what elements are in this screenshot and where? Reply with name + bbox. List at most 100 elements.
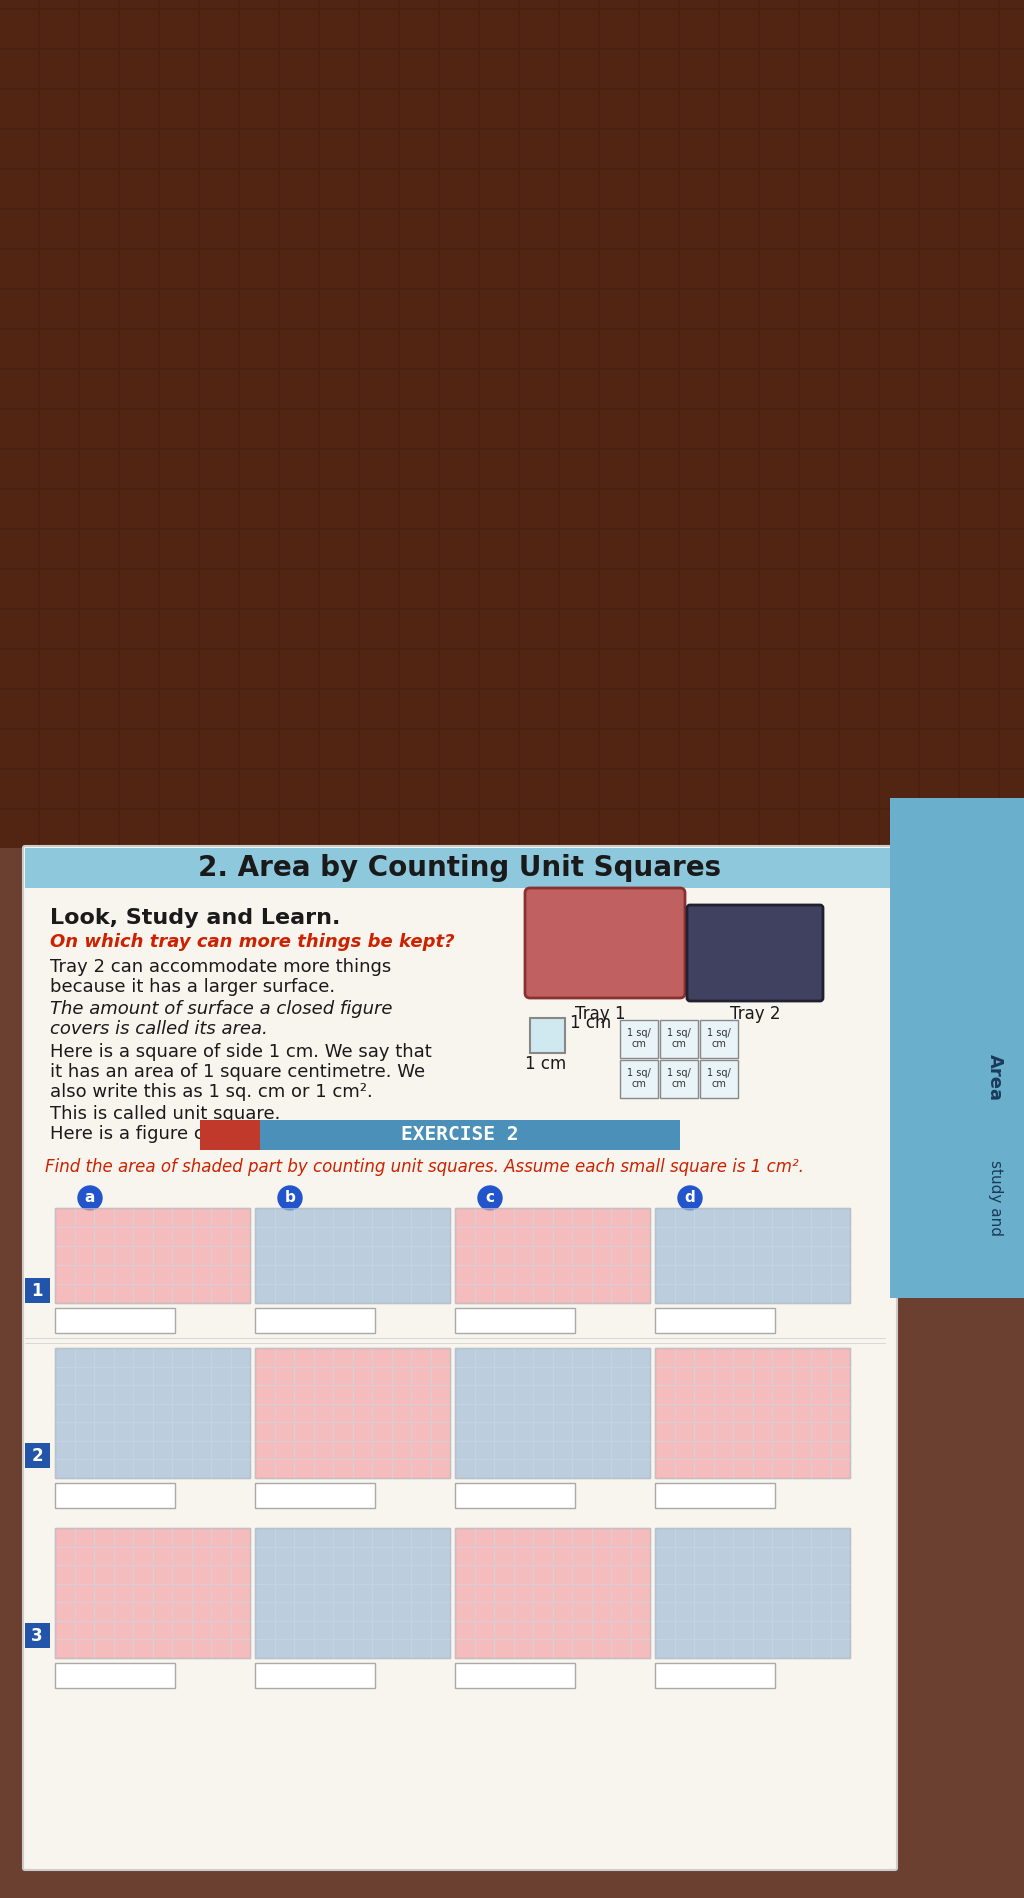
Bar (474, 1207, 494, 1226)
Bar (800, 410, 838, 448)
Bar (240, 691, 278, 729)
Bar (160, 211, 198, 249)
Bar (255, 1348, 274, 1367)
Bar (352, 1583, 372, 1602)
Bar (760, 9, 798, 47)
Bar (474, 1264, 494, 1285)
Bar (211, 1285, 230, 1304)
Bar (880, 490, 918, 528)
Bar (480, 171, 518, 209)
Bar (0, 609, 38, 647)
Bar (772, 1528, 792, 1547)
Bar (753, 1422, 772, 1441)
Bar (391, 1441, 411, 1460)
Bar (172, 1245, 191, 1264)
Bar (80, 370, 118, 408)
Bar (55, 1441, 75, 1460)
Bar (160, 771, 198, 809)
Bar (440, 9, 478, 47)
Bar (372, 1367, 391, 1386)
Bar (733, 1583, 753, 1602)
Bar (631, 1583, 650, 1602)
Bar (294, 1285, 313, 1304)
Bar (520, 691, 558, 729)
Bar (0, 569, 38, 607)
Bar (200, 771, 238, 809)
Bar (230, 1583, 250, 1602)
Bar (480, 691, 518, 729)
Bar (800, 609, 838, 647)
Bar (480, 410, 518, 448)
Bar (80, 691, 118, 729)
Bar (313, 1422, 333, 1441)
Bar (520, 9, 558, 47)
Bar (530, 1017, 565, 1053)
Bar (313, 1264, 333, 1285)
Bar (80, 490, 118, 528)
Bar (553, 1245, 572, 1264)
Bar (640, 211, 678, 249)
Bar (480, 450, 518, 488)
Bar (560, 649, 598, 687)
Bar (230, 1207, 250, 1226)
Bar (255, 1367, 274, 1386)
Bar (631, 1460, 650, 1479)
Text: Look, Study and Learn.: Look, Study and Learn. (50, 907, 340, 928)
Bar (211, 1207, 230, 1226)
Bar (600, 609, 638, 647)
Bar (534, 1640, 553, 1659)
Bar (513, 1405, 534, 1422)
Bar (1000, 649, 1024, 687)
Bar (1000, 370, 1024, 408)
Bar (553, 1547, 572, 1566)
Bar (680, 251, 718, 288)
Bar (160, 330, 198, 368)
Bar (133, 1566, 153, 1583)
Bar (655, 1405, 675, 1422)
Bar (153, 1528, 172, 1547)
Bar (153, 1386, 172, 1405)
Bar (455, 1640, 474, 1659)
Bar (560, 731, 598, 769)
Bar (792, 1583, 811, 1602)
Bar (274, 1264, 294, 1285)
Bar (792, 1460, 811, 1479)
Bar (513, 1566, 534, 1583)
Bar (391, 1602, 411, 1621)
Bar (360, 129, 398, 169)
Bar (440, 569, 478, 607)
Bar (230, 1640, 250, 1659)
Bar (534, 1460, 553, 1479)
Bar (640, 569, 678, 607)
Bar (600, 49, 638, 87)
Bar (720, 410, 758, 448)
Bar (1000, 810, 1024, 848)
Bar (675, 1245, 694, 1264)
Bar (391, 1386, 411, 1405)
Bar (655, 1348, 850, 1479)
Bar (680, 649, 718, 687)
Bar (655, 1528, 850, 1659)
Bar (153, 1367, 172, 1386)
Bar (191, 1422, 211, 1441)
Bar (720, 609, 758, 647)
Bar (592, 1348, 611, 1367)
Bar (75, 1386, 94, 1405)
Bar (400, 290, 438, 328)
Bar (274, 1245, 294, 1264)
Bar (120, 171, 158, 209)
Bar (294, 1405, 313, 1422)
Bar (694, 1528, 714, 1547)
Bar (640, 810, 678, 848)
Bar (714, 1583, 733, 1602)
Bar (280, 410, 318, 448)
Bar (655, 1547, 675, 1566)
Bar (611, 1264, 631, 1285)
Bar (255, 1482, 375, 1509)
Bar (655, 1245, 675, 1264)
Bar (372, 1441, 391, 1460)
Bar (474, 1285, 494, 1304)
Bar (294, 1583, 313, 1602)
Bar (240, 609, 278, 647)
Bar (572, 1226, 592, 1245)
